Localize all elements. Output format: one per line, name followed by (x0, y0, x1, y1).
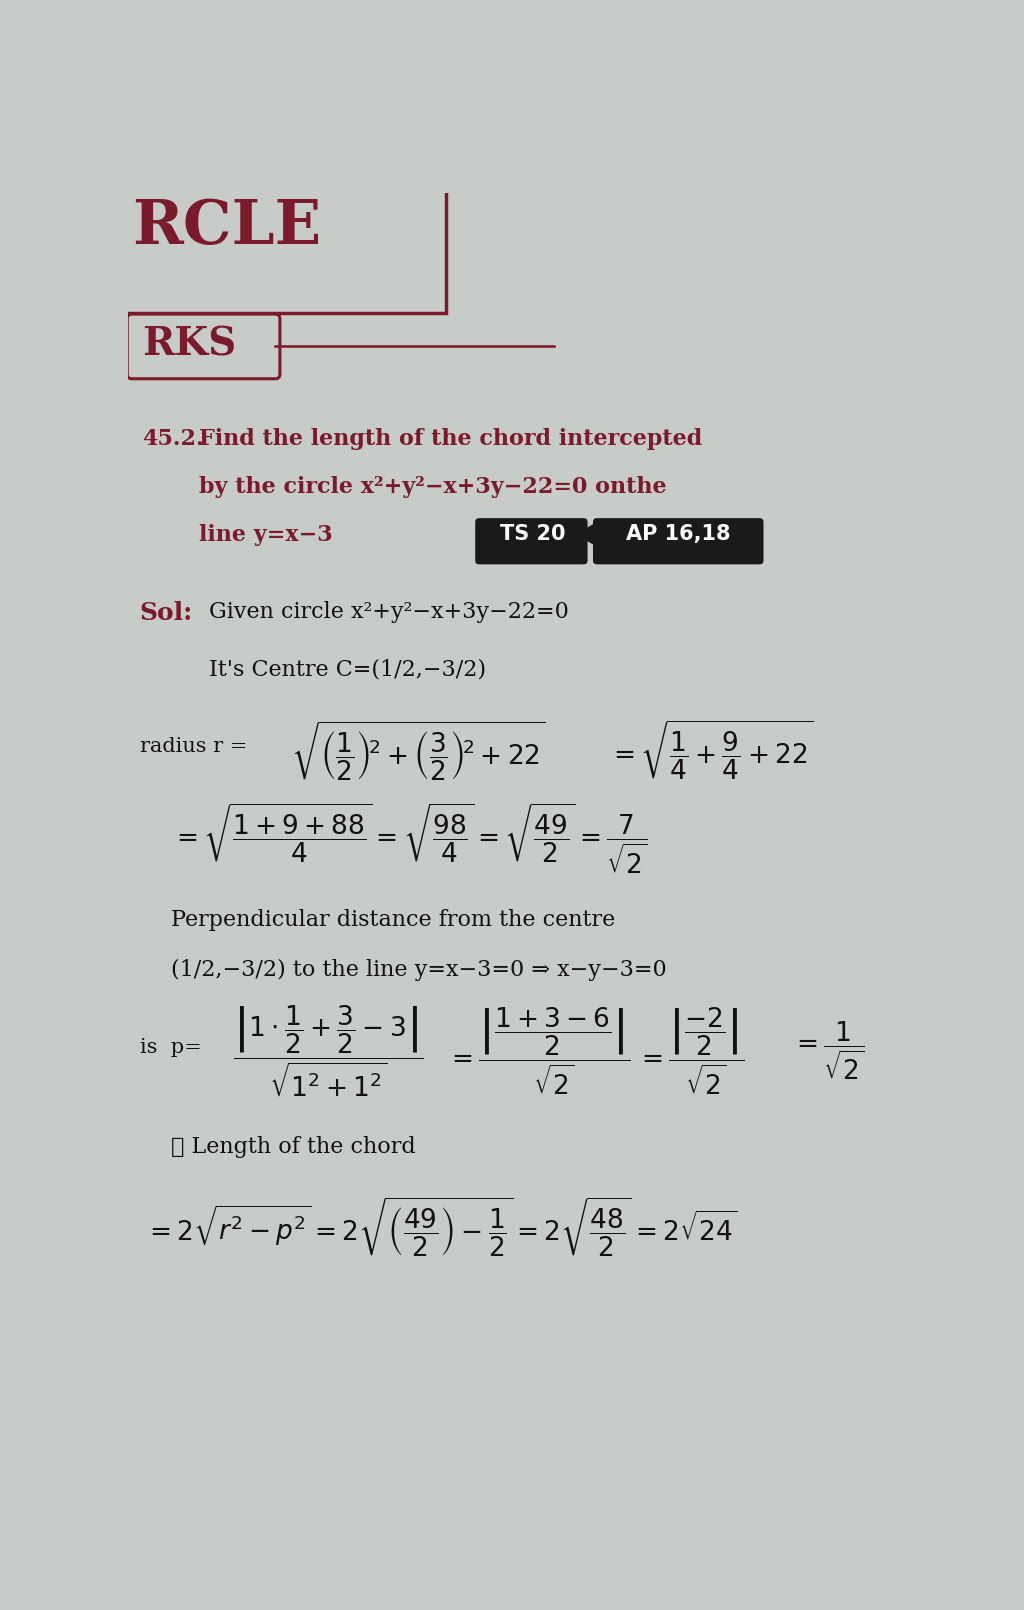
Polygon shape (575, 522, 597, 547)
Text: Sol:: Sol: (139, 601, 193, 625)
Text: ∴ Length of the chord: ∴ Length of the chord (171, 1135, 416, 1158)
Text: AP 16,18: AP 16,18 (626, 525, 730, 544)
Text: $\dfrac{\left|1\cdot\dfrac{1}{2}+\dfrac{3}{2}-3\right|}{\sqrt{1^{2}+1^{2}}}$: $\dfrac{\left|1\cdot\dfrac{1}{2}+\dfrac{… (232, 1003, 424, 1098)
Text: $=\dfrac{\left|\dfrac{1+3-6}{2}\right|}{\sqrt{2}}$: $=\dfrac{\left|\dfrac{1+3-6}{2}\right|}{… (445, 1005, 631, 1096)
Text: Perpendicular distance from the centre: Perpendicular distance from the centre (171, 908, 614, 931)
Text: line y=x−3: line y=x−3 (200, 523, 333, 546)
Text: $=\sqrt{\dfrac{1}{4}+\dfrac{9}{4}+22}$: $=\sqrt{\dfrac{1}{4}+\dfrac{9}{4}+22}$ (608, 718, 814, 782)
Text: radius r =: radius r = (139, 737, 247, 757)
FancyBboxPatch shape (475, 518, 588, 565)
Text: Given circle x²+y²−x+3y−22=0: Given circle x²+y²−x+3y−22=0 (209, 601, 569, 623)
Text: is  p=: is p= (139, 1037, 202, 1056)
Text: RCLE: RCLE (132, 196, 321, 258)
Text: by the circle x²+y²−x+3y−22=0 onthe: by the circle x²+y²−x+3y−22=0 onthe (200, 477, 667, 497)
Text: 45.2.: 45.2. (142, 428, 204, 451)
Text: (1/2,−3/2) to the line y=x−3=0 ⇒ x−y−3=0: (1/2,−3/2) to the line y=x−3=0 ⇒ x−y−3=0 (171, 958, 667, 980)
Text: $=\sqrt{\dfrac{1+9+88}{4}}=\sqrt{\dfrac{98}{4}}=\sqrt{\dfrac{49}{2}}=\dfrac{7}{\: $=\sqrt{\dfrac{1+9+88}{4}}=\sqrt{\dfrac{… (171, 802, 647, 876)
Text: RKS: RKS (142, 325, 237, 364)
Text: TS 20: TS 20 (500, 525, 565, 544)
Text: $\sqrt{\left(\dfrac{1}{2}\right)^{\!2}+\left(\dfrac{3}{2}\right)^{\!2}+22}$: $\sqrt{\left(\dfrac{1}{2}\right)^{\!2}+\… (291, 718, 546, 782)
Text: $=\dfrac{1}{\sqrt{2}}$: $=\dfrac{1}{\sqrt{2}}$ (791, 1019, 864, 1082)
Text: Find the length of the chord intercepted: Find the length of the chord intercepted (200, 428, 702, 451)
FancyBboxPatch shape (127, 314, 280, 378)
FancyBboxPatch shape (593, 518, 764, 565)
Text: $=2\sqrt{r^{2}-p^{2}}=2\sqrt{\left(\dfrac{49}{2}\right)-\dfrac{1}{2}}=2\sqrt{\df: $=2\sqrt{r^{2}-p^{2}}=2\sqrt{\left(\dfra… (143, 1196, 737, 1261)
FancyBboxPatch shape (120, 185, 445, 312)
Text: $=\dfrac{\left|\dfrac{-2}{2}\right|}{\sqrt{2}}$: $=\dfrac{\left|\dfrac{-2}{2}\right|}{\sq… (636, 1005, 743, 1096)
Text: It's Centre C=(1/2,−3/2): It's Centre C=(1/2,−3/2) (209, 658, 486, 681)
